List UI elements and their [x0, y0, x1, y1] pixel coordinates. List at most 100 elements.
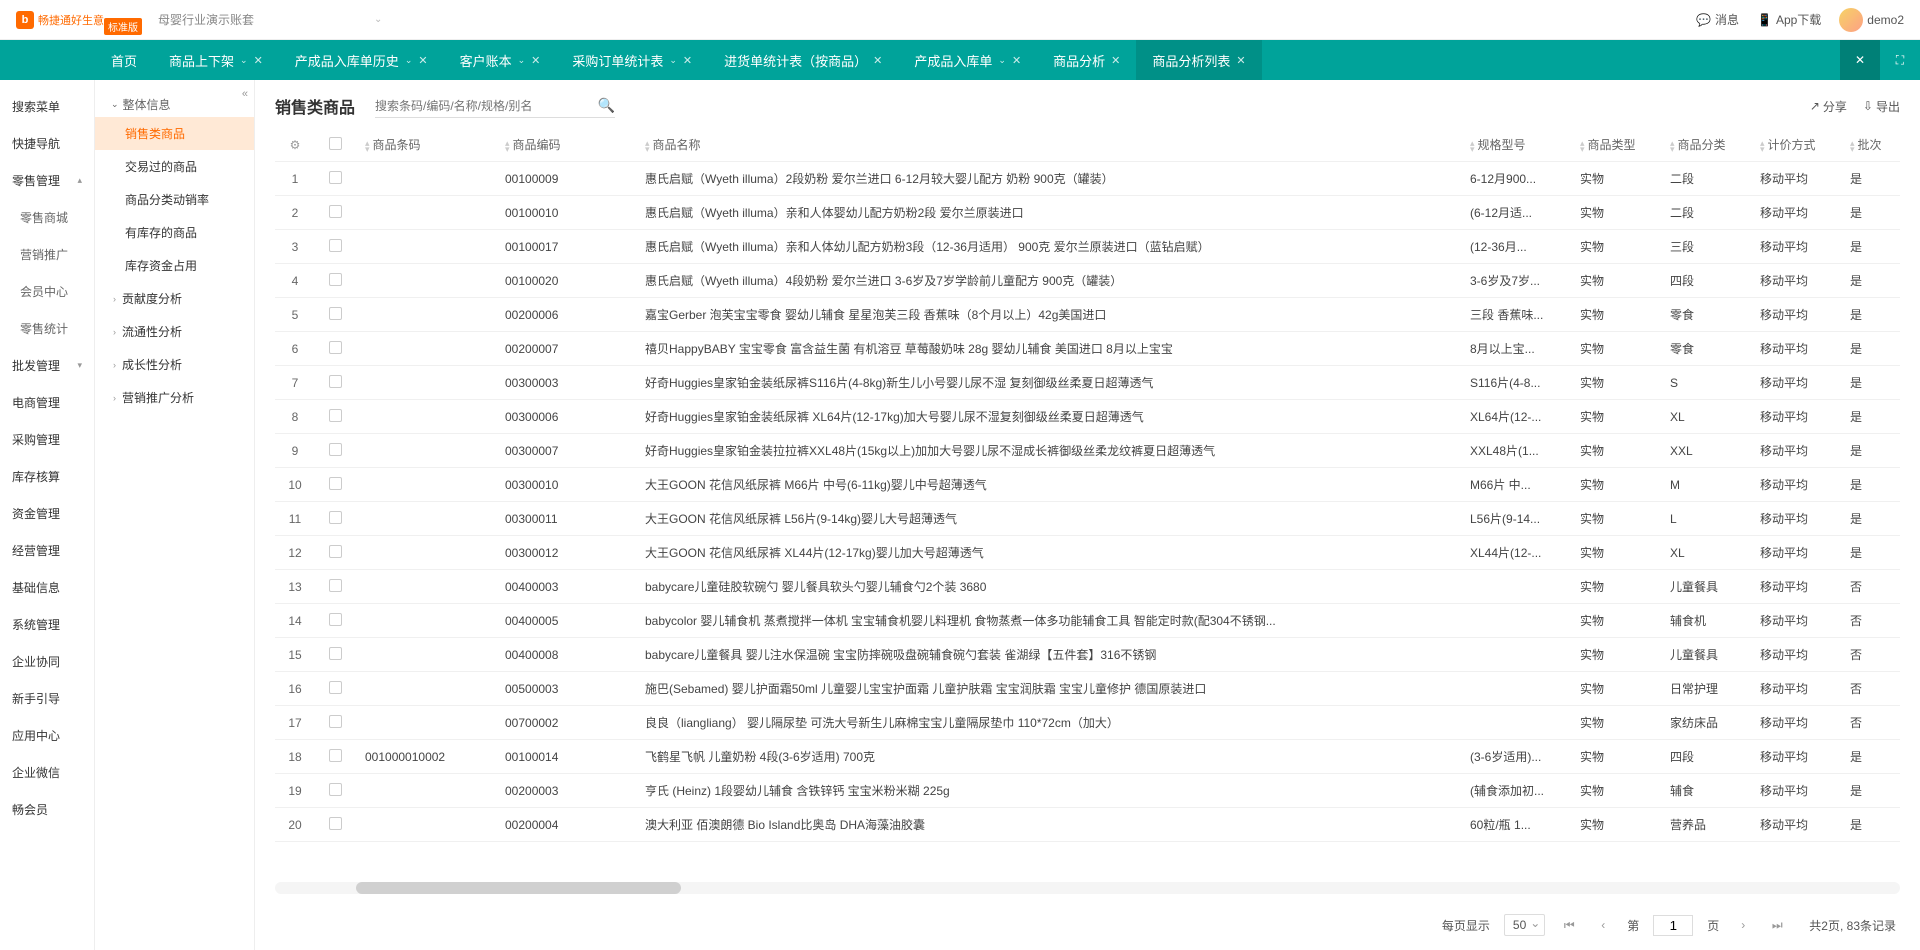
account-selector[interactable]: 母婴行业演示账套 ⌄ — [158, 11, 382, 28]
table-row[interactable]: 4 00100020 惠氏启赋（Wyeth illuma）4段奶粉 爱尔兰进口 … — [275, 264, 1900, 298]
sidebar-item[interactable]: 新手引导 — [0, 680, 94, 717]
table-wrap[interactable]: ⚙ ▴▾商品条码▴▾商品编码▴▾商品名称▴▾规格型号▴▾商品类型▴▾商品分类▴▾… — [255, 128, 1920, 878]
row-checkbox[interactable] — [329, 545, 342, 558]
row-checkbox[interactable] — [329, 511, 342, 524]
tab-item[interactable]: 商品上下架⌄✕ — [153, 40, 279, 80]
row-checkbox[interactable] — [329, 783, 342, 796]
row-checkbox[interactable] — [329, 613, 342, 626]
row-checkbox[interactable] — [329, 647, 342, 660]
table-row[interactable]: 16 00500003 施巴(Sebamed) 婴儿护面霜50ml 儿童婴儿宝宝… — [275, 672, 1900, 706]
table-row[interactable]: 8 00300006 好奇Huggies皇家铂金装纸尿裤 XL64片(12-17… — [275, 400, 1900, 434]
sidebar-item[interactable]: 电商管理 — [0, 384, 94, 421]
column-header[interactable]: ▴▾商品类型 — [1570, 128, 1660, 162]
column-header[interactable]: ▴▾商品编码 — [495, 128, 635, 162]
sidebar-item[interactable]: 经营管理 — [0, 532, 94, 569]
table-row[interactable]: 19 00200003 亨氏 (Heinz) 1段婴幼儿辅食 含铁锌钙 宝宝米粉… — [275, 774, 1900, 808]
user-menu[interactable]: demo2 — [1839, 8, 1904, 32]
scrollbar-thumb[interactable] — [356, 882, 681, 894]
sidebar2-item[interactable]: ›营销推广分析 — [95, 381, 254, 414]
table-row[interactable]: 10 00300010 大王GOON 花信风纸尿裤 M66片 中号(6-11kg… — [275, 468, 1900, 502]
table-row[interactable]: 12 00300012 大王GOON 花信风纸尿裤 XL44片(12-17kg)… — [275, 536, 1900, 570]
close-icon[interactable]: ✕ — [683, 54, 692, 67]
sidebar2-item[interactable]: 商品分类动销率 — [95, 183, 254, 216]
table-row[interactable]: 2 00100010 惠氏启赋（Wyeth illuma）亲和人体婴幼儿配方奶粉… — [275, 196, 1900, 230]
row-checkbox[interactable] — [329, 239, 342, 252]
sidebar2-item[interactable]: 有库存的商品 — [95, 216, 254, 249]
tab-item[interactable]: 客户账本⌄✕ — [444, 40, 557, 80]
sidebar-item[interactable]: 库存核算 — [0, 458, 94, 495]
sidebar2-item[interactable]: ›贡献度分析 — [95, 282, 254, 315]
sidebar-item[interactable]: 零售管理▴ — [0, 162, 94, 199]
gear-icon[interactable]: ⚙ — [290, 138, 301, 152]
table-row[interactable]: 6 00200007 禧贝HappyBABY 宝宝零食 富含益生菌 有机溶豆 草… — [275, 332, 1900, 366]
sidebar2-item[interactable]: ›成长性分析 — [95, 348, 254, 381]
sidebar-item[interactable]: 快捷导航 — [0, 125, 94, 162]
sidebar2-item[interactable]: 交易过的商品 — [95, 150, 254, 183]
table-row[interactable]: 14 00400005 babycolor 婴儿辅食机 蒸煮搅拌一体机 宝宝辅食… — [275, 604, 1900, 638]
close-icon[interactable]: ✕ — [531, 54, 540, 67]
tab-item[interactable]: 产成品入库单历史⌄✕ — [279, 40, 444, 80]
sidebar-item[interactable]: 搜索菜单 — [0, 88, 94, 125]
table-row[interactable]: 1 00100009 惠氏启赋（Wyeth illuma）2段奶粉 爱尔兰进口 … — [275, 162, 1900, 196]
column-header[interactable]: ▴▾规格型号 — [1460, 128, 1570, 162]
row-checkbox[interactable] — [329, 715, 342, 728]
page-size-select[interactable]: 50 — [1504, 914, 1545, 936]
sidebar2-item[interactable]: 库存资金占用 — [95, 249, 254, 282]
row-checkbox[interactable] — [329, 681, 342, 694]
table-row[interactable]: 7 00300003 好奇Huggies皇家铂金装纸尿裤S116片(4-8kg)… — [275, 366, 1900, 400]
sidebar-subitem[interactable]: 零售商城 — [0, 199, 94, 236]
table-row[interactable]: 5 00200006 嘉宝Gerber 泡芙宝宝零食 婴幼儿辅食 星星泡芙三段 … — [275, 298, 1900, 332]
sidebar-subitem[interactable]: 营销推广 — [0, 236, 94, 273]
close-icon[interactable]: ✕ — [1012, 54, 1021, 67]
select-all-checkbox[interactable] — [329, 137, 342, 150]
row-checkbox[interactable] — [329, 443, 342, 456]
sidebar-item[interactable]: 批发管理▾ — [0, 347, 94, 384]
close-icon[interactable]: ✕ — [873, 54, 882, 67]
tab-item[interactable]: 产成品入库单⌄✕ — [898, 40, 1037, 80]
row-checkbox[interactable] — [329, 817, 342, 830]
row-checkbox[interactable] — [329, 749, 342, 762]
close-icon[interactable]: ✕ — [1111, 54, 1120, 67]
table-row[interactable]: 11 00300011 大王GOON 花信风纸尿裤 L56片(9-14kg)婴儿… — [275, 502, 1900, 536]
row-checkbox[interactable] — [329, 171, 342, 184]
sidebar2-item[interactable]: 销售类商品 — [95, 117, 254, 150]
row-checkbox[interactable] — [329, 579, 342, 592]
tab-item[interactable]: 采购订单统计表⌄✕ — [556, 40, 708, 80]
sidebar-item[interactable]: 企业协同 — [0, 643, 94, 680]
table-row[interactable]: 13 00400003 babycare儿童硅胶软碗勺 婴儿餐具软头勺婴儿辅食勺… — [275, 570, 1900, 604]
export-button[interactable]: ⇩ 导出 — [1863, 98, 1900, 115]
table-row[interactable]: 20 00200004 澳大利亚 佰澳朗德 Bio Island比奥岛 DHA海… — [275, 808, 1900, 842]
collapse-sidebar-button[interactable]: « — [242, 88, 248, 100]
column-header[interactable]: ▴▾商品条码 — [355, 128, 495, 162]
table-row[interactable]: 17 00700002 良良（liangliang） 婴儿隔尿垫 可洗大号新生儿… — [275, 706, 1900, 740]
column-header[interactable]: ▴▾计价方式 — [1750, 128, 1840, 162]
app-download-link[interactable]: 📱 App下载 — [1757, 11, 1821, 28]
tab-item[interactable]: 进货单统计表（按商品）✕ — [708, 40, 898, 80]
row-checkbox[interactable] — [329, 409, 342, 422]
table-row[interactable]: 15 00400008 babycare儿童餐具 婴儿注水保温碗 宝宝防摔碗吸盘… — [275, 638, 1900, 672]
share-button[interactable]: ↗ 分享 — [1810, 98, 1847, 115]
close-icon[interactable]: ✕ — [1236, 54, 1245, 67]
tab-item[interactable]: 商品分析列表✕ — [1136, 40, 1261, 80]
sidebar-subitem[interactable]: 会员中心 — [0, 273, 94, 310]
table-row[interactable]: 3 00100017 惠氏启赋（Wyeth illuma）亲和人体幼儿配方奶粉3… — [275, 230, 1900, 264]
close-icon[interactable]: ✕ — [254, 54, 263, 67]
row-checkbox[interactable] — [329, 477, 342, 490]
sidebar-subitem[interactable]: 零售统计 — [0, 310, 94, 347]
sidebar2-item[interactable]: ›流通性分析 — [95, 315, 254, 348]
row-checkbox[interactable] — [329, 273, 342, 286]
page-number-input[interactable] — [1653, 915, 1693, 936]
row-checkbox[interactable] — [329, 375, 342, 388]
search-icon[interactable]: 🔍 — [598, 97, 615, 114]
sidebar-item[interactable]: 系统管理 — [0, 606, 94, 643]
row-checkbox[interactable] — [329, 341, 342, 354]
prev-page-button[interactable]: ‹ — [1593, 915, 1613, 935]
search-input[interactable] — [375, 95, 615, 118]
row-checkbox[interactable] — [329, 205, 342, 218]
column-header[interactable]: ▴▾商品名称 — [635, 128, 1460, 162]
tab-item[interactable]: 首页 — [95, 40, 153, 80]
first-page-button[interactable]: ⏮ — [1559, 915, 1579, 935]
table-row[interactable]: 9 00300007 好奇Huggies皇家铂金装拉拉裤XXL48片(15kg以… — [275, 434, 1900, 468]
sidebar-group-title[interactable]: ⌄ 整体信息 — [95, 92, 254, 117]
row-checkbox[interactable] — [329, 307, 342, 320]
